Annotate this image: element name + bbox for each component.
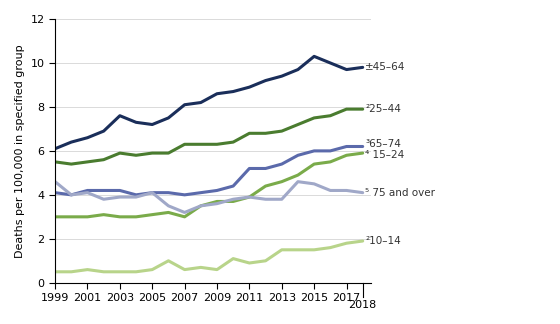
Text: ⁴ 15–24: ⁴ 15–24 bbox=[365, 150, 404, 160]
Text: ⁵ 75 and over: ⁵ 75 and over bbox=[365, 188, 435, 198]
Text: ±45–64: ±45–64 bbox=[365, 62, 405, 72]
Y-axis label: Deaths per 100,000 in specified group: Deaths per 100,000 in specified group bbox=[15, 44, 25, 258]
Text: 2018: 2018 bbox=[348, 300, 377, 310]
Text: ²25–44: ²25–44 bbox=[365, 104, 401, 114]
Text: ³65–74: ³65–74 bbox=[365, 139, 401, 149]
Text: ²10–14: ²10–14 bbox=[365, 236, 401, 246]
